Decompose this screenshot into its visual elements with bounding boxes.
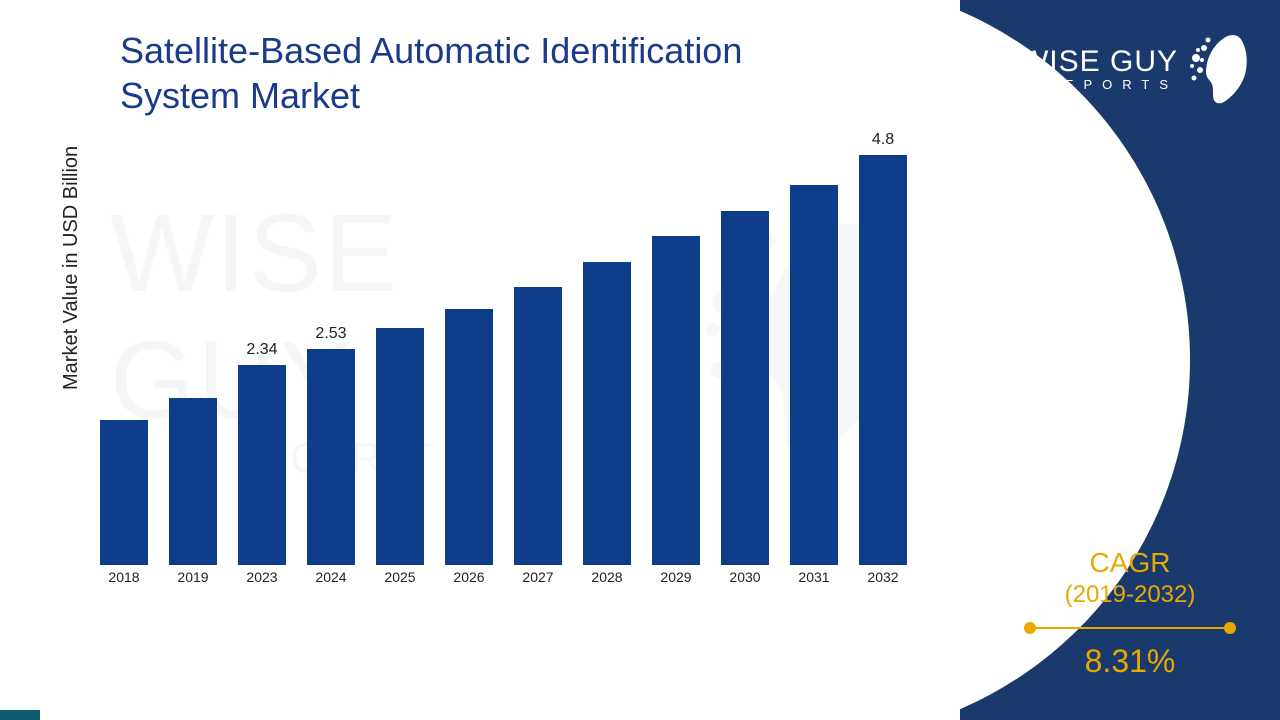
- bar-value-label: 2.53: [307, 325, 355, 343]
- bar: [859, 155, 907, 565]
- bar-2024: 2.53: [307, 349, 355, 565]
- brand-logo: WISE GUY REPORTS: [1020, 30, 1250, 106]
- bar-2029: [652, 236, 700, 565]
- bar-2023: 2.34: [238, 365, 286, 565]
- bar-2028: [583, 262, 631, 565]
- bar: [100, 420, 148, 565]
- chart-title: Satellite-Based Automatic Identification…: [120, 28, 760, 118]
- chart-canvas: Satellite-Based Automatic Identification…: [0, 0, 1280, 720]
- bar-value-label: 2.34: [238, 341, 286, 359]
- x-tick: 2018: [100, 569, 148, 585]
- x-tick: 2023: [238, 569, 286, 585]
- bar: [790, 185, 838, 565]
- bottom-accent-bar: [0, 710, 40, 720]
- bar: [376, 328, 424, 565]
- cagr-label: CAGR: [980, 547, 1280, 579]
- x-tick: 2026: [445, 569, 493, 585]
- bar-value-label: 4.8: [859, 131, 907, 149]
- bar-2032: 4.8: [859, 155, 907, 565]
- bar: [169, 398, 217, 565]
- cagr-box: CAGR (2019-2032) 8.31%: [980, 547, 1280, 680]
- x-tick: 2024: [307, 569, 355, 585]
- x-tick: 2031: [790, 569, 838, 585]
- x-tick: 2032: [859, 569, 907, 585]
- cagr-value: 8.31%: [980, 643, 1280, 680]
- x-tick: 2029: [652, 569, 700, 585]
- x-tick: 2030: [721, 569, 769, 585]
- bar-2031: [790, 185, 838, 565]
- bar: [445, 309, 493, 565]
- bar-2019: [169, 398, 217, 565]
- bar-2027: [514, 287, 562, 565]
- bar-2025: [376, 328, 424, 565]
- y-axis-label: Market Value in USD Billion: [60, 146, 83, 390]
- x-tick: 2019: [169, 569, 217, 585]
- bar-chart: 2.34 2.53 4.8 2018 2019 2023 2024 2025 2026 2027…: [100, 155, 930, 595]
- x-tick: 2027: [514, 569, 562, 585]
- cagr-years: (2019-2032): [980, 581, 1280, 609]
- brand-main: WISE GUY: [1020, 45, 1178, 79]
- bar-2030: [721, 211, 769, 565]
- x-tick: 2028: [583, 569, 631, 585]
- bar: [514, 287, 562, 565]
- bar: [238, 365, 286, 565]
- brand-sub: REPORTS: [1020, 77, 1178, 92]
- plot-area: 2.34 2.53 4.8: [100, 155, 930, 565]
- cagr-divider: [1030, 627, 1230, 629]
- bar: [307, 349, 355, 565]
- bar: [721, 211, 769, 565]
- bar-2026: [445, 309, 493, 565]
- x-tick: 2025: [376, 569, 424, 585]
- brand-head-icon: [1186, 30, 1250, 106]
- bar: [652, 236, 700, 565]
- bar: [583, 262, 631, 565]
- bar-2018: [100, 420, 148, 565]
